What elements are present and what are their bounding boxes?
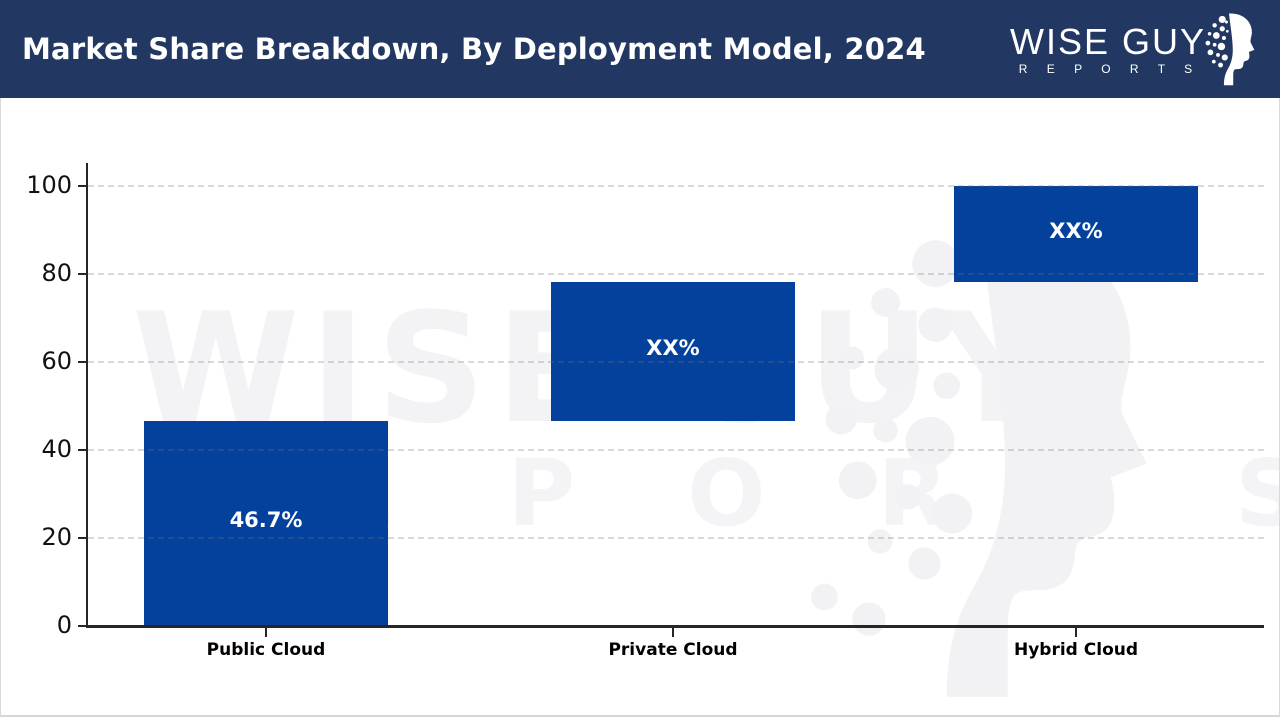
header-bar: Market Share Breakdown, By Deployment Mo… <box>0 0 1280 98</box>
gridline-y-60 <box>88 361 1264 363</box>
gridline-y-20 <box>88 537 1264 539</box>
x-axis-category-label-1: Public Cloud <box>206 640 326 660</box>
y-axis-tick-label-40: 40 <box>41 435 72 463</box>
bar-value-label-2: XX% <box>646 336 700 361</box>
bar-private-cloud <box>551 281 795 421</box>
page-title: Market Share Breakdown, By Deployment Mo… <box>22 32 926 66</box>
y-axis-tick-80 <box>78 273 87 275</box>
gridline-y-100 <box>88 185 1264 187</box>
y-axis-tick-label-0: 0 <box>56 611 72 639</box>
y-axis-tick-0 <box>78 625 87 627</box>
bar-public-cloud <box>144 420 388 626</box>
x-axis-category-label-3: Hybrid Cloud <box>1013 640 1139 660</box>
logo-subtitle: R E P O R T S <box>1018 61 1201 76</box>
chart-canvas: WISE GUY R E P O R T S 0 20 40 60 80 100 46.7%… <box>0 98 1280 720</box>
bar-value-label-3: XX% <box>1049 218 1103 243</box>
y-axis-tick-label-20: 20 <box>41 523 72 551</box>
y-axis-tick-60 <box>78 361 87 363</box>
y-axis-spine <box>86 163 88 628</box>
gridline-y-40 <box>88 449 1264 451</box>
x-axis-spine <box>86 625 1264 628</box>
y-axis-tick-label-80: 80 <box>41 259 72 287</box>
bar-value-label-1: 46.7% <box>229 508 303 533</box>
y-axis-tick-100 <box>78 185 87 187</box>
bar-hybrid-cloud <box>954 186 1198 282</box>
y-axis-tick-label-100: 100 <box>26 171 72 199</box>
x-axis-tick-2 <box>672 628 674 637</box>
watermark-face-icon <box>811 224 1147 697</box>
y-axis-tick-20 <box>78 537 87 539</box>
wise-guy-reports-logo: WISE GUY R E P O R T S <box>1010 11 1258 87</box>
y-axis-tick-40 <box>78 449 87 451</box>
logo-text: WISE GUY R E P O R T S <box>1009 20 1206 76</box>
x-axis-tick-1 <box>265 628 267 637</box>
gridline-y-80 <box>88 273 1264 275</box>
x-axis-tick-3 <box>1075 628 1077 637</box>
logo-wordmark: WISE GUY <box>1009 20 1206 62</box>
x-axis-category-label-2: Private Cloud <box>608 640 738 660</box>
y-axis-tick-label-60: 60 <box>41 347 72 375</box>
dotted-face-logo-icon <box>1205 13 1255 86</box>
